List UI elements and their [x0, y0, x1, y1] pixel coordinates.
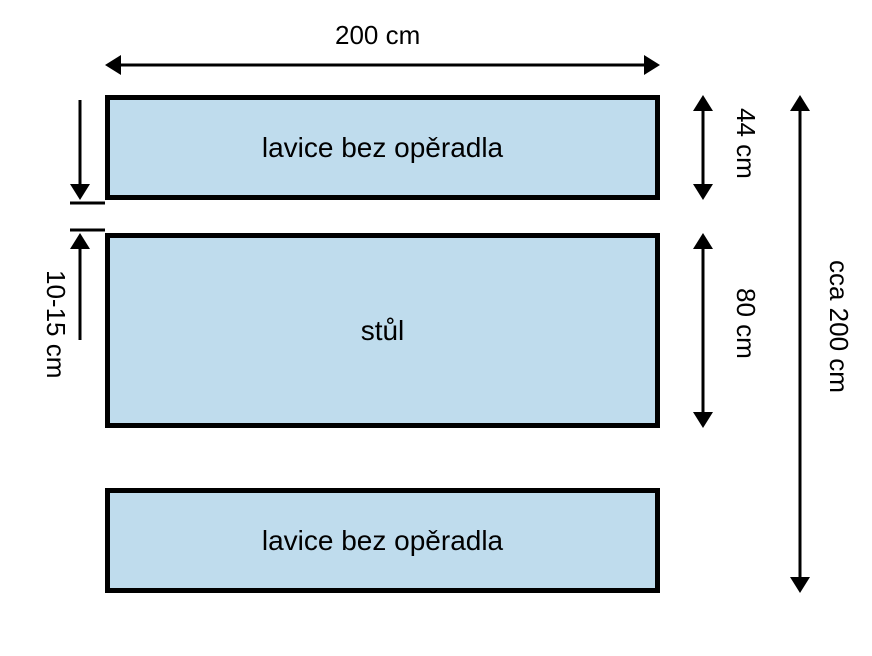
bench-bottom-label: lavice bez opěradla: [262, 525, 503, 557]
diagram-canvas: lavice bez opěradla stůl lavice bez opěr…: [0, 0, 872, 656]
dim-total-height-label: cca 200 cm: [823, 260, 854, 393]
table-label: stůl: [361, 315, 405, 347]
bench-top: lavice bez opěradla: [105, 95, 660, 200]
dim-gap-label: 10-15 cm: [40, 270, 71, 378]
bench-bottom: lavice bez opěradla: [105, 488, 660, 593]
bench-top-label: lavice bez opěradla: [262, 132, 503, 164]
table-box: stůl: [105, 233, 660, 428]
dim-table-height-label: 80 cm: [730, 288, 761, 359]
dim-width-label: 200 cm: [335, 20, 420, 51]
dim-bench-height-label: 44 cm: [730, 108, 761, 179]
